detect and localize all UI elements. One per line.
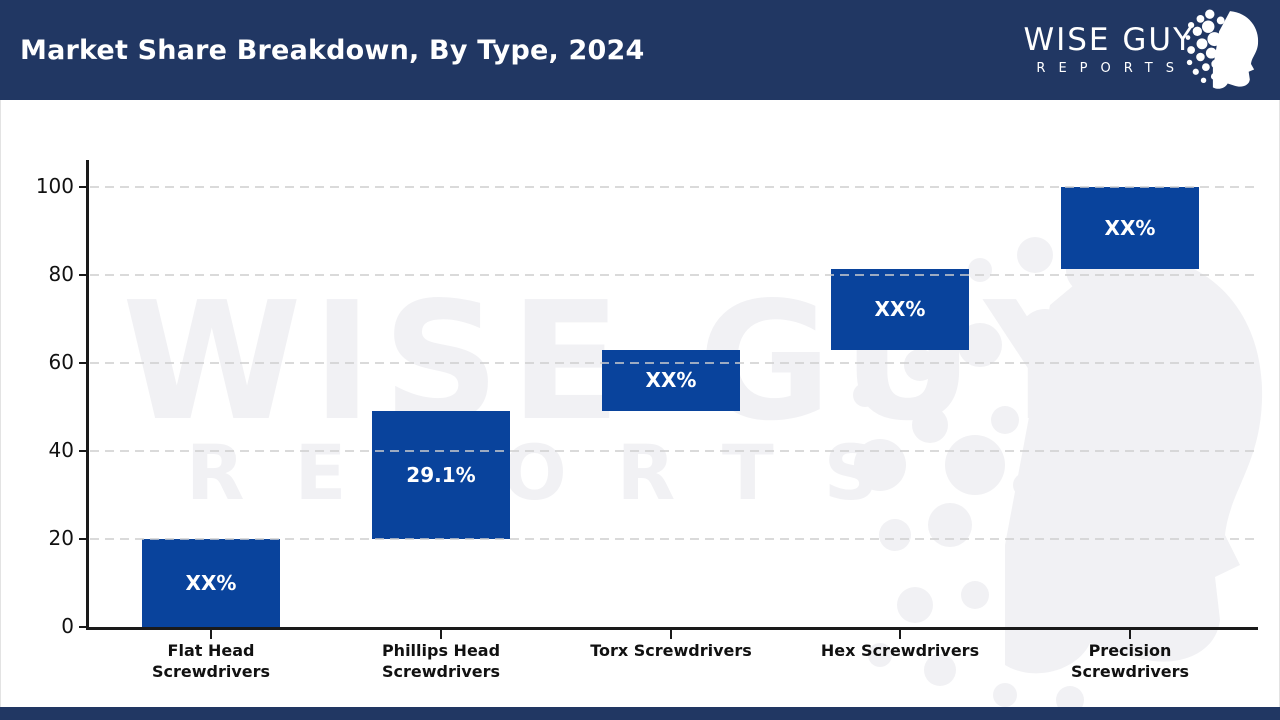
gridline-20: [90, 538, 1258, 540]
x-tick-label: Flat Head Screwdrivers: [151, 641, 271, 681]
x-tick-label: Torx Screwdrivers: [590, 641, 752, 660]
y-tick-label: 40: [48, 438, 74, 462]
x-tick-label: Precision Screwdrivers: [1070, 641, 1190, 681]
bar-5: XX%: [1061, 187, 1199, 269]
y-tick-label: 100: [35, 174, 74, 198]
bar-3: XX%: [602, 349, 740, 411]
gridline-80: [90, 274, 1258, 276]
logo-head-icon: [1185, 9, 1259, 89]
bar-value-label: XX%: [185, 571, 237, 595]
y-tick-mark: [79, 626, 88, 628]
bar-value-label: 29.1%: [406, 462, 476, 487]
bar-1: XX%: [142, 539, 280, 627]
x-tick-label: Hex Screwdrivers: [820, 641, 980, 660]
header-bar: Market Share Breakdown, By Type, 2024 WI…: [0, 0, 1280, 100]
bar-value-label: XX%: [874, 297, 926, 322]
page-title: Market Share Breakdown, By Type, 2024: [20, 34, 645, 66]
y-tick-label: 60: [48, 350, 74, 374]
y-tick-mark: [79, 450, 88, 452]
bar-value-label: XX%: [1104, 215, 1156, 240]
logo-subtitle: REPORTS: [1036, 61, 1188, 76]
x-tick-mark: [899, 630, 901, 639]
gridline-40: [90, 450, 1258, 452]
y-tick-mark: [79, 186, 88, 188]
bar-2: 29.1%: [372, 410, 510, 539]
bar-4: XX%: [831, 268, 969, 350]
x-axis-line: [86, 627, 1258, 630]
y-axis-line: [86, 160, 89, 630]
x-tick-label: Phillips Head Screwdrivers: [381, 641, 501, 681]
logo-wordmark: WISE GUY: [1023, 22, 1194, 58]
y-tick-mark: [79, 274, 88, 276]
x-tick-mark: [670, 630, 672, 639]
x-tick-mark: [1129, 630, 1131, 639]
wise-guy-logo: WISE GUY REPORTS: [1023, 8, 1266, 92]
x-tick-mark: [440, 630, 442, 639]
x-tick-mark: [210, 630, 212, 639]
y-tick-label: 20: [48, 526, 74, 550]
footer-bar: [0, 707, 1280, 720]
gridline-100: [90, 186, 1258, 188]
y-tick-label: 80: [48, 262, 74, 286]
gridline-60: [90, 362, 1258, 364]
y-tick-mark: [79, 538, 88, 540]
y-tick-label: 0: [61, 614, 74, 638]
y-tick-mark: [79, 362, 88, 364]
bar-value-label: XX%: [645, 368, 697, 393]
logo-text: WISE GUY REPORTS: [1023, 22, 1194, 76]
